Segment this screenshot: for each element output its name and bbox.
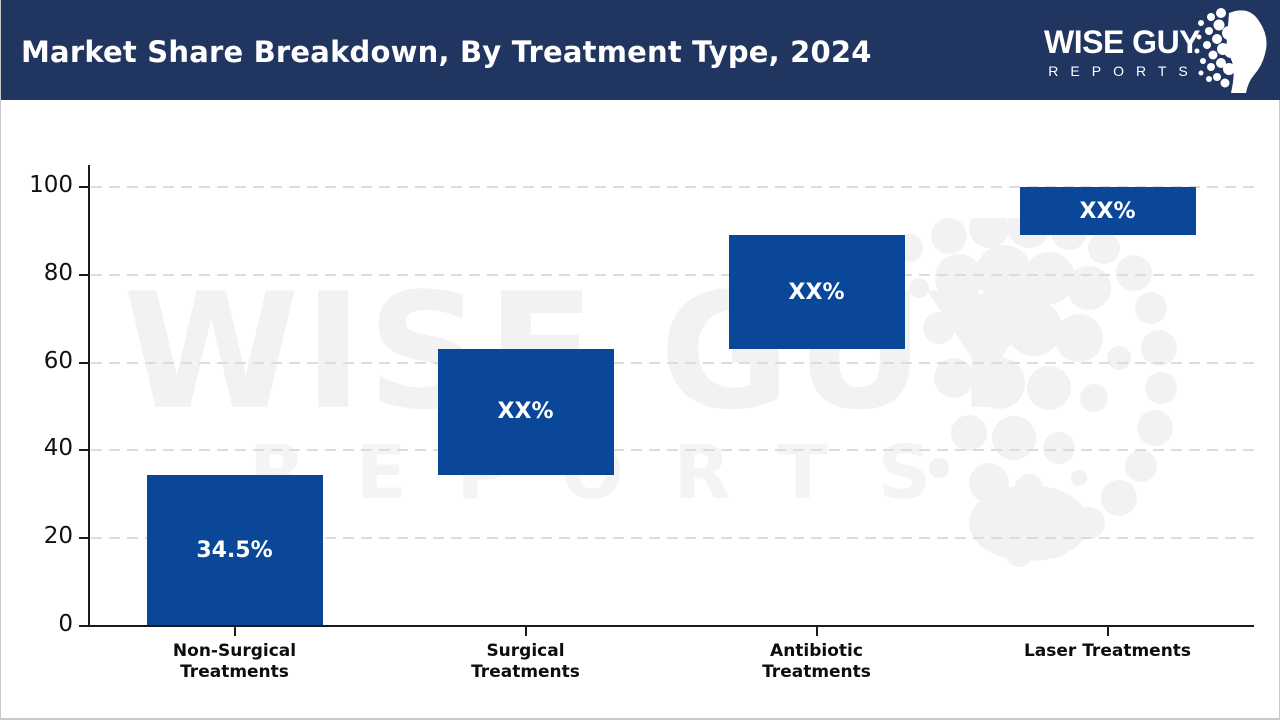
x-category-label-laser-treatments: Laser Treatments bbox=[1023, 641, 1192, 661]
y-tick-label-100: 100 bbox=[29, 172, 73, 198]
wise-guy-logo: WISE GUY REPORTS bbox=[1014, 0, 1269, 100]
y-tick-label-80: 80 bbox=[43, 259, 73, 286]
x-tick-surgical-treatments bbox=[524, 627, 527, 636]
y-tick-label-0: 0 bbox=[58, 611, 73, 637]
logo-wordmark: WISE GUY bbox=[1044, 24, 1201, 60]
y-axis-line bbox=[88, 165, 90, 627]
bar-value-label-surgical-treatments: XX% bbox=[497, 399, 554, 425]
y-tick-20 bbox=[79, 537, 89, 540]
y-tick-label-40: 40 bbox=[43, 435, 73, 462]
x-tick-antibiotic-treatments bbox=[815, 627, 818, 636]
y-tick-40 bbox=[79, 449, 89, 452]
gridline-80 bbox=[91, 273, 1259, 276]
page-title: Market Share Breakdown, By Treatment Typ… bbox=[21, 35, 872, 69]
bar-laser-treatments: XX% bbox=[1019, 187, 1196, 236]
header-bar: Market Share Breakdown, By Treatment Typ… bbox=[1, 0, 1280, 100]
y-tick-80 bbox=[79, 273, 89, 276]
y-tick-60 bbox=[79, 361, 89, 364]
bar-value-label-laser-treatments: XX% bbox=[1079, 198, 1136, 224]
x-axis-line bbox=[88, 625, 1254, 627]
x-category-label-non-surgical-treatments: Non-Surgical Treatments bbox=[172, 641, 297, 682]
y-tick-100 bbox=[79, 186, 89, 188]
x-tick-non-surgical-treatments bbox=[233, 627, 236, 636]
x-category-label-antibiotic-treatments: Antibiotic Treatments bbox=[762, 641, 871, 682]
bar-value-label-non-surgical-treatments: 34.5% bbox=[196, 537, 273, 563]
bar-value-label-antibiotic-treatments: XX% bbox=[788, 279, 845, 305]
gridline-60 bbox=[91, 361, 1259, 364]
logo-subtitle: REPORTS bbox=[1048, 63, 1200, 79]
logo-head-icon bbox=[1194, 8, 1267, 93]
bar-antibiotic-treatments: XX% bbox=[728, 235, 905, 350]
x-tick-laser-treatments bbox=[1106, 627, 1109, 636]
x-category-label-surgical-treatments: Surgical Treatments bbox=[471, 641, 580, 682]
bar-non-surgical-treatments: 34.5% bbox=[146, 474, 323, 626]
gridline-20 bbox=[91, 537, 1259, 540]
y-tick-label-20: 20 bbox=[43, 523, 73, 550]
watermark-subtitle: REPORTS bbox=[249, 430, 982, 516]
gridline-100 bbox=[91, 186, 1259, 188]
y-tick-0 bbox=[79, 625, 89, 627]
y-tick-label-60: 60 bbox=[43, 347, 73, 374]
gridline-40 bbox=[91, 449, 1259, 452]
logo-text: WISE GUY REPORTS bbox=[1044, 24, 1201, 79]
watermark-head-icon bbox=[895, 218, 1177, 567]
bar-surgical-treatments: XX% bbox=[437, 349, 614, 475]
